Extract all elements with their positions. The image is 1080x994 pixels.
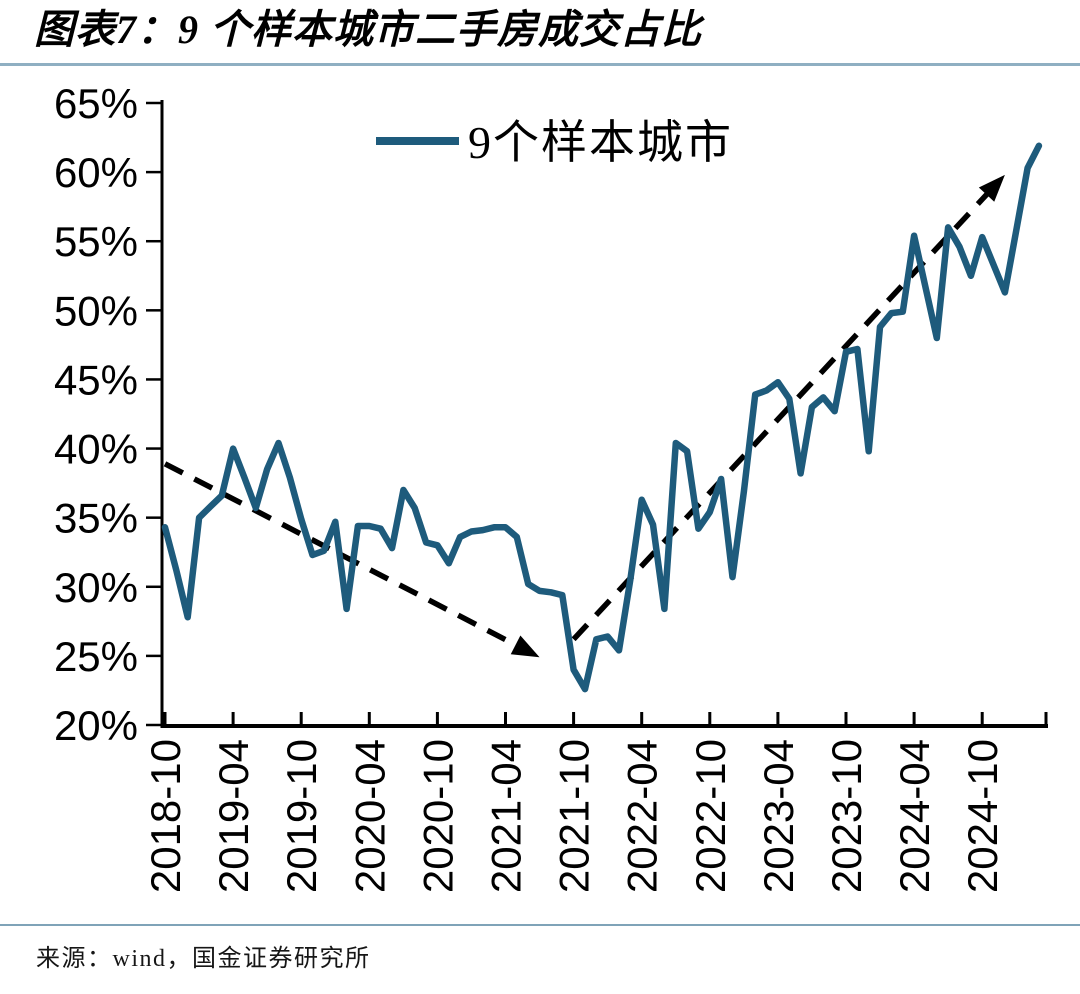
source-note: 来源：wind，国金证券研究所 bbox=[36, 946, 371, 972]
y-tick-label: 20% bbox=[54, 702, 138, 749]
series-line bbox=[161, 142, 1043, 693]
x-tick-label: 2020-10 bbox=[414, 739, 461, 893]
trend-arrowhead-down bbox=[510, 635, 540, 658]
trend-arrow-down bbox=[163, 461, 527, 653]
y-tick-label: 60% bbox=[54, 149, 138, 196]
x-tick-label: 2024-04 bbox=[891, 739, 938, 893]
x-tick-label: 2024-10 bbox=[959, 739, 1006, 893]
series-group bbox=[161, 142, 1043, 693]
title-divider-rule bbox=[0, 63, 1080, 66]
y-tick-label: 25% bbox=[54, 633, 138, 680]
y-tick-label: 40% bbox=[54, 426, 138, 473]
trend-arrow-up bbox=[571, 184, 997, 642]
figure-title: 图表7：9 个样本城市二手房成交占比 bbox=[34, 7, 702, 52]
x-tick-label: 2023-04 bbox=[755, 739, 802, 893]
y-tick-label: 55% bbox=[54, 218, 138, 265]
y-tick-label: 45% bbox=[54, 356, 138, 403]
source-divider-rule bbox=[0, 924, 1080, 926]
x-tick-label: 2019-04 bbox=[210, 739, 257, 893]
trend-arrowhead-up bbox=[978, 174, 1005, 202]
legend: 9个样本城市 bbox=[376, 117, 733, 168]
trend-arrow-group bbox=[163, 174, 1005, 658]
y-tick-label: 65% bbox=[54, 80, 138, 127]
y-tick-group: 65% 60% 55% 50% 45% 40% 35% 30% 25% 20% bbox=[54, 80, 162, 749]
y-tick-label: 30% bbox=[54, 564, 138, 611]
x-tick-group: 2018-10 2019-04 2019-10 2020-04 2020-10 2021-… bbox=[142, 712, 1048, 893]
y-tick-label: 50% bbox=[54, 287, 138, 334]
x-tick-label: 2021-04 bbox=[483, 739, 530, 893]
x-tick-label: 2019-10 bbox=[278, 739, 325, 893]
x-tick-label: 2021-10 bbox=[551, 739, 598, 893]
x-tick-label: 2022-10 bbox=[687, 739, 734, 893]
x-tick-label: 2020-04 bbox=[346, 739, 393, 893]
x-tick-label: 2023-10 bbox=[823, 739, 870, 893]
x-tick-label: 2022-04 bbox=[619, 739, 666, 893]
x-tick-label: 2018-10 bbox=[142, 739, 189, 893]
y-tick-label: 35% bbox=[54, 495, 138, 542]
legend-label: 9个样本城市 bbox=[468, 117, 733, 168]
